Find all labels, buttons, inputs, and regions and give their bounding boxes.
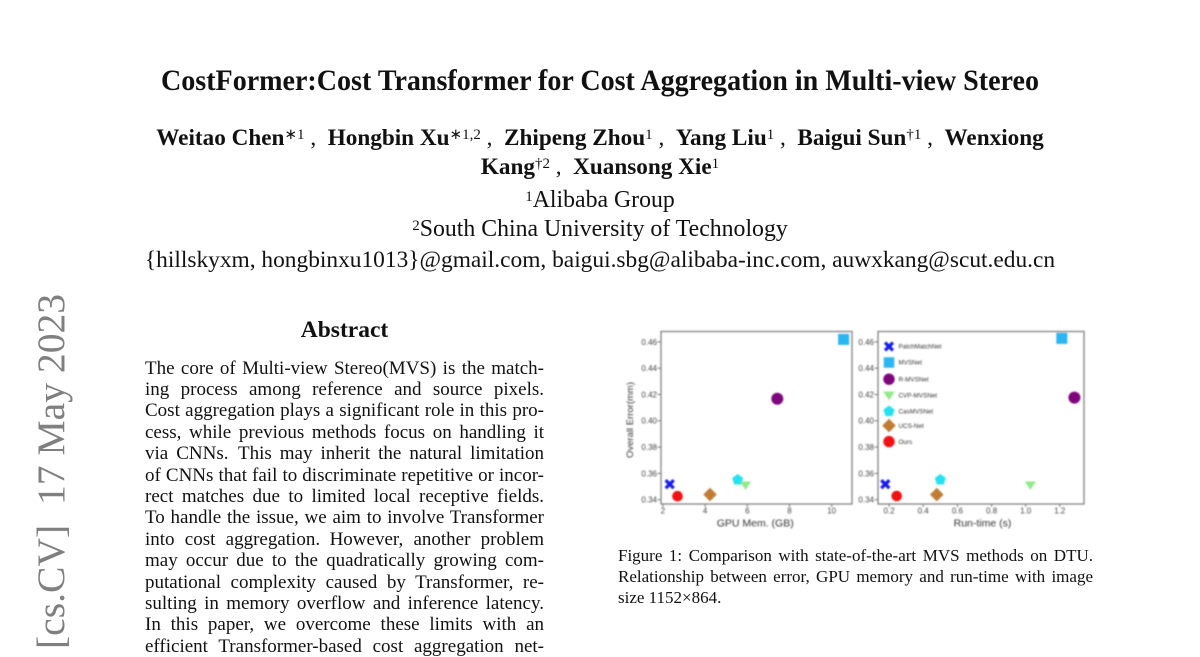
svg-text:0.36: 0.36 (641, 469, 657, 478)
svg-text:0.38: 0.38 (641, 443, 657, 452)
svg-text:2: 2 (661, 507, 666, 516)
svg-text:1.2: 1.2 (1054, 507, 1066, 516)
svg-text:8: 8 (787, 507, 792, 516)
svg-text:CasMVSNet: CasMVSNet (899, 409, 934, 416)
svg-text:6: 6 (745, 507, 750, 516)
svg-text:1.0: 1.0 (1020, 507, 1032, 516)
svg-text:0.40: 0.40 (858, 417, 874, 426)
svg-text:Ours: Ours (899, 439, 913, 446)
svg-text:0.40: 0.40 (641, 417, 657, 426)
svg-text:0.36: 0.36 (858, 469, 874, 478)
svg-text:R-MVSNet: R-MVSNet (899, 376, 929, 383)
svg-text:0.38: 0.38 (858, 443, 874, 452)
svg-text:0.44: 0.44 (858, 364, 874, 373)
svg-text:GPU Mem. (GB): GPU Mem. (GB) (717, 518, 794, 530)
svg-text:UCS-Net: UCS-Net (899, 423, 924, 430)
svg-text:0.2: 0.2 (884, 507, 896, 516)
svg-text:10: 10 (827, 507, 836, 516)
svg-text:0.46: 0.46 (858, 338, 874, 347)
svg-text:CVP-MVSNet: CVP-MVSNet (899, 392, 938, 399)
svg-text:MVSNet: MVSNet (899, 360, 923, 367)
svg-text:0.44: 0.44 (641, 364, 657, 373)
svg-text:0.42: 0.42 (858, 390, 874, 399)
svg-text:0.34: 0.34 (641, 496, 657, 505)
svg-text:0.34: 0.34 (858, 496, 874, 505)
svg-text:PatchMatchNet: PatchMatchNet (899, 344, 942, 351)
svg-text:0.42: 0.42 (641, 390, 657, 399)
svg-text:0.6: 0.6 (952, 507, 964, 516)
svg-text:0.4: 0.4 (918, 507, 930, 516)
svg-text:Run-time (s): Run-time (s) (954, 518, 1012, 530)
svg-text:Overall Error(mm): Overall Error(mm) (625, 382, 636, 458)
svg-text:0.46: 0.46 (641, 338, 657, 347)
svg-text:0.8: 0.8 (986, 507, 998, 516)
svg-text:4: 4 (703, 507, 708, 516)
